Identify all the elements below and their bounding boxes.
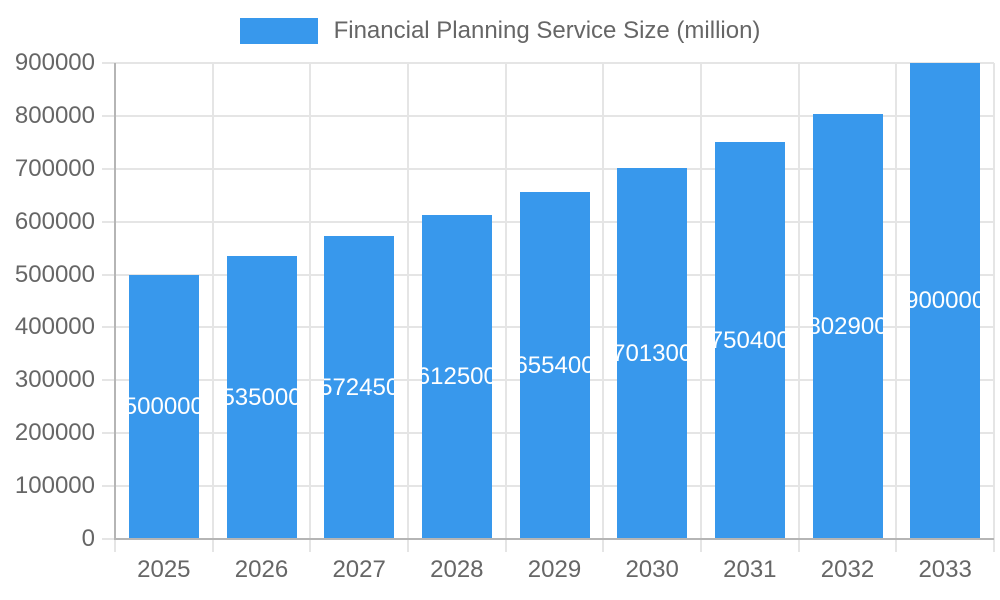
x-axis-label: 2031 <box>723 556 777 583</box>
x-gridline <box>993 63 995 552</box>
x-axis-label: 2032 <box>820 556 875 583</box>
y-gridline <box>115 167 994 170</box>
bar-2032[interactable]: 802900 <box>812 114 883 539</box>
bar-value-label: 701300 <box>617 339 688 367</box>
y-axis-label: 800000 <box>14 101 95 129</box>
y-axis-label: 100000 <box>14 472 95 500</box>
x-axis-line <box>115 538 994 540</box>
bar-2031[interactable]: 750400 <box>714 142 785 539</box>
x-gridline <box>895 63 898 552</box>
x-axis-label: 2028 <box>430 556 484 583</box>
bar-value-label: 750400 <box>714 326 785 354</box>
x-gridline <box>700 63 702 552</box>
y-tick <box>102 326 115 329</box>
y-axis-label: 0 <box>81 525 95 552</box>
y-axis-label: 900000 <box>14 49 95 76</box>
y-gridline <box>115 114 994 117</box>
x-gridline <box>309 63 312 552</box>
bar-value-label: 655400 <box>519 351 590 379</box>
legend-item[interactable]: Financial Planning Service Size (million… <box>0 17 1000 45</box>
y-tick <box>102 273 115 276</box>
x-gridline <box>602 63 605 552</box>
bar-value-label: 535000 <box>226 383 297 411</box>
x-axis-label: 2029 <box>527 556 582 583</box>
y-axis-label: 200000 <box>14 419 95 447</box>
y-tick <box>102 485 115 488</box>
x-axis-label: 2030 <box>625 556 679 583</box>
bar-2029[interactable]: 655400 <box>519 192 590 539</box>
bar-value-label: 612500 <box>421 363 492 391</box>
x-axis-label: 2025 <box>137 556 191 583</box>
y-axis-label: 600000 <box>14 207 95 235</box>
x-axis-label: 2033 <box>918 556 972 583</box>
y-gridline <box>115 62 994 64</box>
y-axis-line <box>114 63 116 540</box>
bar-value-label: 900000 <box>910 287 981 314</box>
legend-label: Financial Planning Service Size (million… <box>333 17 761 44</box>
x-gridline <box>407 63 409 552</box>
y-tick <box>102 220 115 223</box>
bar-2028[interactable]: 612500 <box>421 215 492 539</box>
x-axis-label: 2027 <box>332 556 386 583</box>
y-tick <box>102 379 115 382</box>
x-gridline <box>504 63 507 552</box>
x-gridline <box>211 63 214 552</box>
y-axis-label: 700000 <box>14 154 95 182</box>
bar-2027[interactable]: 572450 <box>324 236 395 539</box>
bar-value-label: 802900 <box>812 312 883 340</box>
y-axis-label: 400000 <box>14 313 95 341</box>
bar-value-label: 572450 <box>324 373 395 401</box>
x-axis-label: 2026 <box>234 556 289 583</box>
y-axis-label: 300000 <box>14 366 95 394</box>
y-tick <box>102 62 115 64</box>
y-tick <box>102 114 115 117</box>
y-tick <box>102 167 115 170</box>
bar-2025[interactable]: 500000 <box>128 274 199 539</box>
y-tick <box>102 538 115 540</box>
bar-2030[interactable]: 701300 <box>617 168 688 539</box>
y-tick <box>102 432 115 435</box>
y-axis-label: 500000 <box>14 260 95 288</box>
bar-2033[interactable]: 900000 <box>910 63 981 539</box>
legend-swatch <box>239 18 318 44</box>
bar-value-label: 500000 <box>128 392 199 420</box>
bar-2026[interactable]: 535000 <box>226 256 297 539</box>
x-gridline <box>797 63 800 552</box>
